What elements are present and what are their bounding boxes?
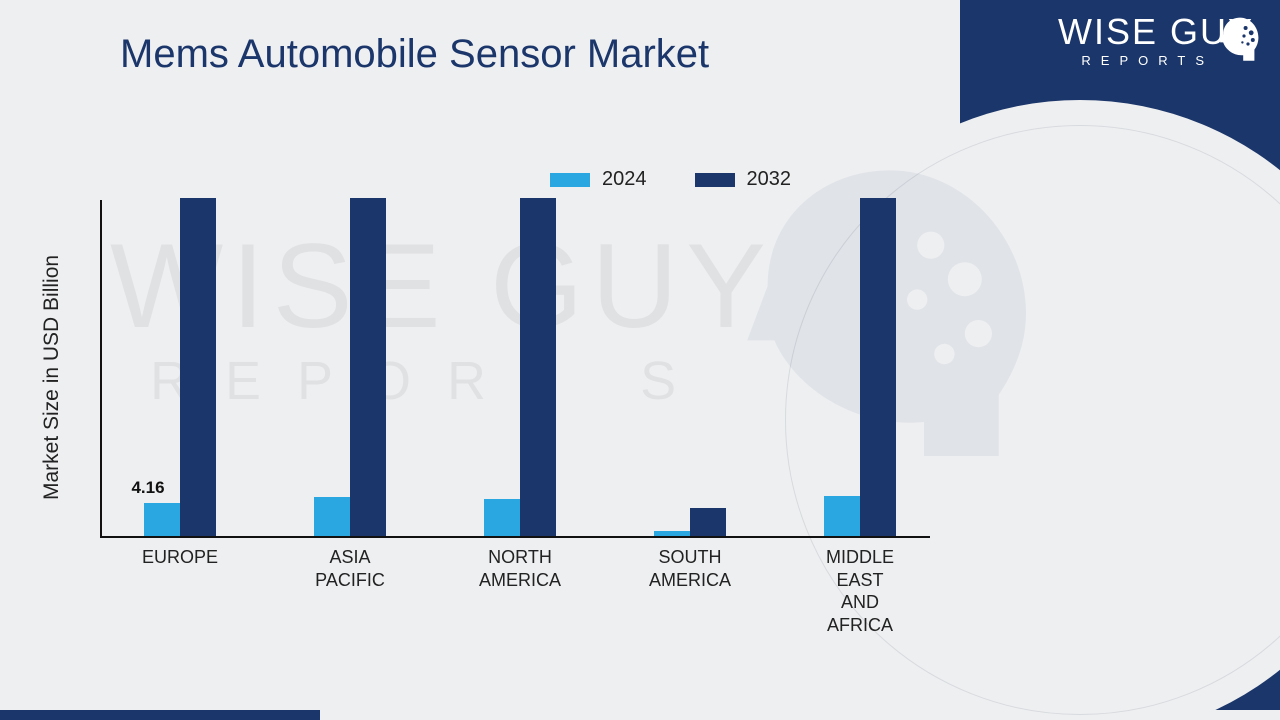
x-tick-label: SOUTHAMERICA bbox=[620, 546, 760, 591]
x-tick-label: NORTHAMERICA bbox=[450, 546, 590, 591]
chart-title: Mems Automobile Sensor Market bbox=[120, 32, 709, 77]
legend-item-2024: 2024 bbox=[550, 168, 647, 191]
bar-series-b bbox=[860, 198, 896, 536]
x-tick-label: MIDDLEEASTANDAFRICA bbox=[790, 546, 930, 636]
bottom-accent-strip bbox=[0, 710, 320, 720]
bar-series-a bbox=[484, 499, 520, 536]
legend-item-2032: 2032 bbox=[695, 168, 792, 191]
brand-logo-sub: REPORTS bbox=[1058, 54, 1214, 67]
legend-swatch-b bbox=[695, 173, 735, 187]
bar-series-a bbox=[824, 496, 860, 536]
legend-label-b: 2032 bbox=[747, 168, 792, 191]
bar-series-b bbox=[690, 508, 726, 536]
chart-area: EUROPEASIAPACIFICNORTHAMERICASOUTHAMERIC… bbox=[100, 200, 930, 538]
bar-series-b bbox=[350, 198, 386, 536]
stage: WISE GUY REPORT S Mems Automobile Sensor… bbox=[0, 0, 1280, 720]
bar-series-b bbox=[180, 198, 216, 536]
bar-value-label: 4.16 bbox=[118, 478, 178, 498]
bar-series-b bbox=[520, 198, 556, 536]
legend-swatch-a bbox=[550, 173, 590, 187]
x-tick-label: EUROPE bbox=[110, 546, 250, 569]
bar-series-a bbox=[654, 531, 690, 536]
legend: 2024 2032 bbox=[550, 168, 791, 191]
bar-series-a bbox=[314, 497, 350, 536]
bar-series-a bbox=[144, 503, 180, 536]
x-tick-label: ASIAPACIFIC bbox=[280, 546, 420, 591]
legend-label-a: 2024 bbox=[602, 168, 647, 191]
brand-head-icon bbox=[1220, 16, 1260, 64]
brand-logo: WISE GUY REPORTS bbox=[1058, 14, 1254, 67]
y-axis-label: Market Size in USD Billion bbox=[40, 255, 64, 500]
